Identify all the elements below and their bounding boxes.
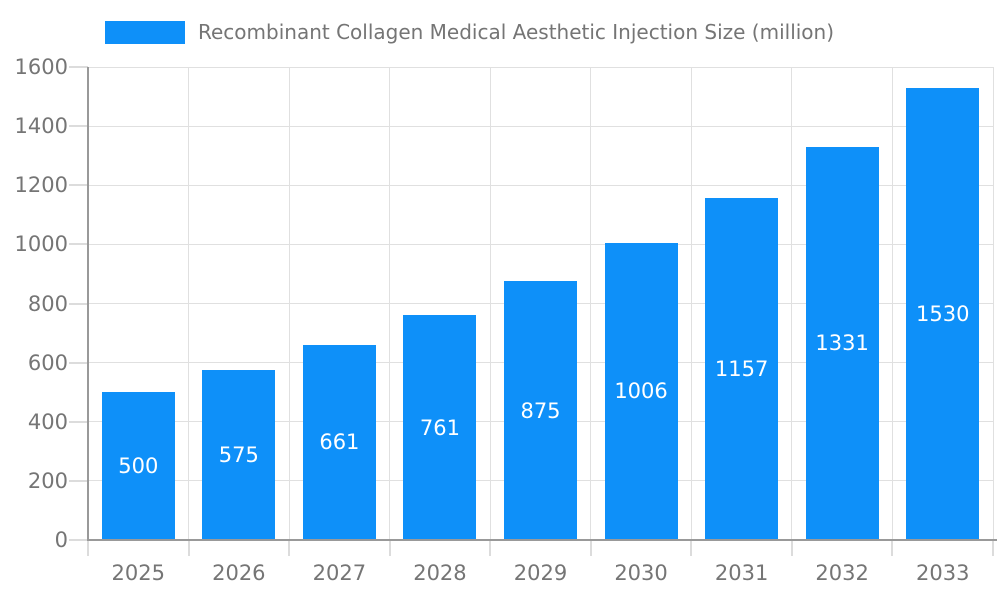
x-tick-mark: [489, 540, 492, 556]
chart-title: Recombinant Collagen Medical Aesthetic I…: [198, 20, 835, 44]
x-tick-mark: [87, 540, 89, 556]
y-axis-label: 1600: [14, 55, 68, 79]
y-tick-mark: [69, 361, 88, 364]
x-axis-label: 2026: [212, 561, 266, 585]
bar-value-label: 1530: [915, 301, 970, 326]
bar[interactable]: [302, 344, 376, 540]
v-gridline: [389, 67, 391, 540]
x-axis-label: 2027: [312, 561, 367, 585]
y-tick-mark: [69, 125, 88, 128]
x-tick-mark: [288, 540, 291, 556]
v-gridline: [590, 67, 592, 540]
bar-value-label: 661: [319, 430, 360, 455]
y-tick-mark: [69, 420, 88, 423]
x-axis-label: 2031: [714, 561, 769, 585]
y-axis-label: 400: [27, 409, 68, 434]
y-axis-line: [87, 67, 89, 541]
x-axis-label: 2033: [915, 561, 970, 585]
bar[interactable]: [403, 315, 477, 540]
h-gridline: [88, 66, 993, 68]
bar[interactable]: [705, 197, 779, 540]
v-gridline: [288, 67, 290, 540]
bar-value-label: 575: [218, 443, 259, 467]
y-axis-label: 1400: [14, 114, 68, 139]
v-gridline: [992, 67, 994, 540]
x-tick-mark: [187, 540, 190, 556]
bar[interactable]: [101, 392, 175, 540]
bar-value-label: 761: [419, 415, 460, 440]
bar-value-label: 1006: [614, 379, 668, 404]
y-axis-label: 0: [54, 528, 68, 552]
x-tick-mark: [388, 540, 391, 556]
x-tick-mark: [992, 540, 994, 556]
v-gridline: [489, 67, 491, 540]
legend-swatch-icon: [105, 20, 185, 44]
bar-value-label: 500: [118, 454, 159, 479]
y-tick-mark: [69, 479, 88, 482]
y-tick-mark: [69, 184, 88, 187]
bar-value-label: 875: [520, 398, 561, 423]
v-gridline: [791, 67, 793, 540]
y-tick-mark: [69, 302, 88, 305]
h-gridline: [88, 184, 993, 186]
x-tick-mark: [690, 540, 693, 556]
chart-legend[interactable]: Recombinant Collagen Medical Aesthetic I…: [105, 20, 834, 44]
x-axis-label: 2028: [413, 561, 467, 585]
y-tick-mark: [69, 243, 88, 246]
x-tick-mark: [891, 540, 894, 556]
bar[interactable]: [906, 87, 980, 540]
y-axis-label: 1000: [14, 232, 68, 257]
bar[interactable]: [604, 242, 678, 540]
bar[interactable]: [504, 281, 577, 540]
h-gridline: [88, 243, 993, 245]
y-axis-label: 200: [27, 468, 68, 493]
v-gridline: [891, 67, 893, 540]
x-axis-label: 2030: [614, 561, 668, 585]
h-gridline: [88, 125, 993, 127]
x-axis-label: 2032: [815, 561, 869, 585]
y-axis-label: 800: [27, 291, 68, 316]
bar[interactable]: [805, 146, 879, 540]
bar-value-label: 1157: [714, 356, 769, 381]
x-tick-mark: [790, 540, 793, 556]
x-axis-line: [87, 539, 997, 541]
y-axis-label: 1200: [14, 173, 68, 198]
v-gridline: [690, 67, 692, 540]
v-gridline: [188, 67, 190, 540]
y-tick-mark: [69, 66, 88, 68]
bar-value-label: 1331: [815, 331, 869, 356]
y-axis-label: 600: [27, 350, 68, 375]
y-tick-mark: [69, 539, 88, 541]
x-axis-label: 2025: [111, 561, 165, 585]
bar[interactable]: [202, 370, 276, 540]
x-axis-label: 2029: [513, 561, 568, 585]
x-tick-mark: [589, 540, 592, 556]
